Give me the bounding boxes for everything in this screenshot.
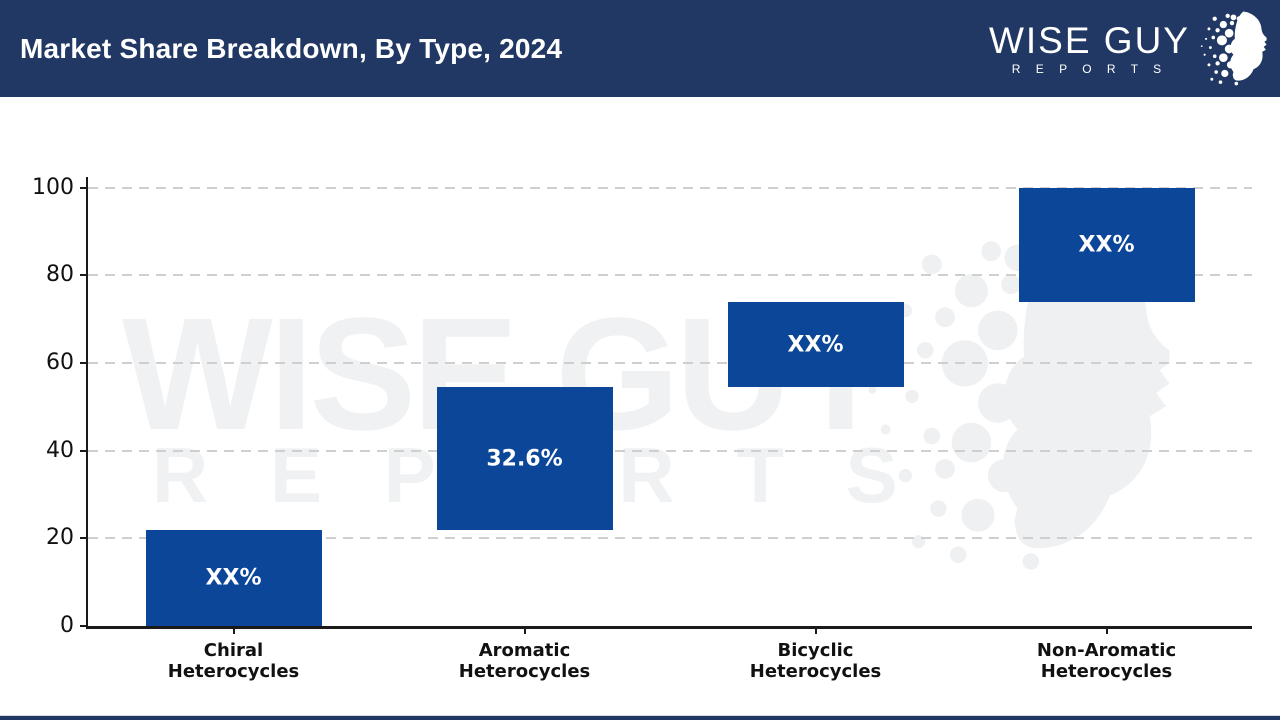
footer-bar — [0, 716, 1280, 720]
y-tick-label-40: 40 — [46, 437, 74, 463]
gridline-80 — [88, 274, 1252, 277]
x-axis-line — [86, 626, 1252, 629]
x-tick-2 — [814, 628, 817, 634]
gridline-20 — [88, 537, 1252, 540]
x-tick-label-line: Non-Aromatic — [1036, 640, 1177, 661]
chart-title: Market Share Breakdown, By Type, 2024 — [20, 32, 563, 64]
x-tick-label-0: Chiral Heterocycles — [84, 640, 384, 682]
logo-reports-text: R E P O R T S — [1011, 62, 1168, 76]
x-tick-label-1: Aromatic Heterocycles — [375, 640, 675, 682]
y-tick-100 — [80, 186, 88, 189]
bar-label-0: XX% — [205, 565, 262, 591]
x-tick-3 — [1105, 628, 1108, 634]
y-tick-label-0: 0 — [60, 613, 74, 638]
x-tick-label-2: Bicyclic Heterocycles — [666, 640, 966, 682]
wiseguy-face-icon — [1200, 11, 1267, 85]
y-tick-label-100: 100 — [32, 174, 74, 200]
y-tick-label-20: 20 — [46, 525, 74, 551]
y-tick-60 — [80, 361, 88, 364]
y-tick-0 — [80, 625, 88, 627]
bar-label-3: XX% — [1078, 232, 1135, 258]
bar-label-2: XX% — [787, 332, 844, 358]
bar-3 — [1018, 187, 1195, 302]
y-tick-40 — [80, 449, 88, 452]
y-tick-20 — [80, 537, 88, 540]
y-tick-label-80: 80 — [46, 262, 74, 288]
gridline-100 — [88, 186, 1252, 189]
y-axis-line — [86, 177, 88, 628]
footer-divider — [0, 715, 1280, 716]
gridline-40 — [88, 449, 1252, 452]
wiseguy-logo-text: WISE GUY R E P O R T S — [988, 20, 1190, 77]
bar-1 — [436, 387, 613, 531]
x-tick-label-line: Heterocycles — [749, 661, 882, 682]
x-tick-label-line: Chiral — [203, 640, 264, 661]
logo-wordmark: WISE GUY — [988, 20, 1190, 61]
x-tick-label-line: Aromatic — [478, 640, 571, 661]
bar-2 — [727, 301, 904, 388]
x-tick-label-line: Heterocycles — [458, 661, 591, 682]
bar-0 — [145, 530, 322, 626]
bar-label-1: 32.6% — [486, 446, 563, 472]
x-tick-label-3: Non-Aromatic Heterocycles — [957, 640, 1257, 682]
y-tick-80 — [80, 274, 88, 277]
gridline-60 — [88, 361, 1252, 364]
plot-area: 0 20 40 60 80 100 XX% 32.6% XX% XX% Chiral Heterocy… — [0, 97, 1280, 717]
x-tick-label-line: Bicyclic — [777, 640, 854, 661]
x-tick-label-line: Heterocycles — [1040, 661, 1173, 682]
x-tick-0 — [232, 628, 235, 634]
x-tick-1 — [523, 628, 526, 634]
y-tick-label-60: 60 — [46, 349, 74, 375]
wiseguy-logo: WISE GUY R E P O R T S — [989, 0, 1268, 97]
header: Market Share Breakdown, By Type, 2024 WI… — [0, 0, 1280, 97]
x-tick-label-line: Heterocycles — [167, 661, 300, 682]
